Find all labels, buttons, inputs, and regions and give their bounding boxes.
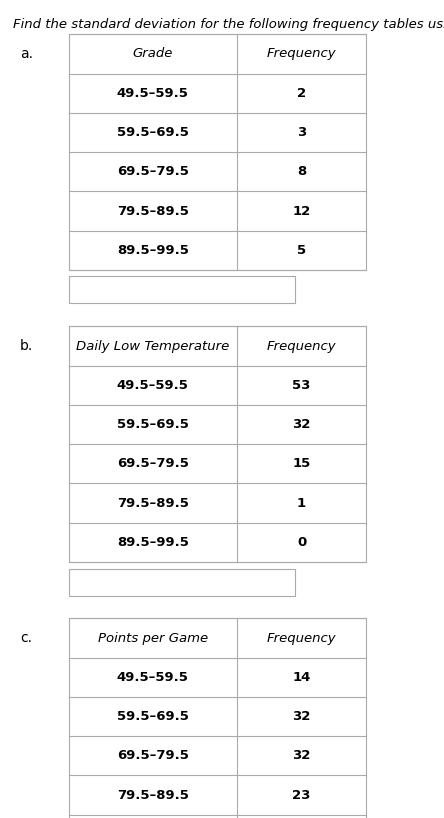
Text: 23: 23: [293, 789, 311, 802]
Text: 79.5–89.5: 79.5–89.5: [117, 204, 189, 218]
Text: 69.5–79.5: 69.5–79.5: [117, 749, 189, 762]
Text: Find the standard deviation for the following frequency tables using the formula: Find the standard deviation for the foll…: [13, 18, 444, 31]
Bar: [69, 618, 366, 818]
Text: 5: 5: [297, 244, 306, 257]
Text: 32: 32: [293, 749, 311, 762]
Text: 59.5–69.5: 59.5–69.5: [117, 710, 189, 723]
Text: Points per Game: Points per Game: [98, 631, 208, 645]
Text: 1: 1: [297, 497, 306, 510]
Bar: [69, 569, 295, 596]
Text: 15: 15: [293, 457, 311, 470]
Text: 89.5–99.5: 89.5–99.5: [117, 244, 189, 257]
Text: 32: 32: [293, 710, 311, 723]
Text: 79.5–89.5: 79.5–89.5: [117, 497, 189, 510]
Text: Frequency: Frequency: [267, 47, 337, 61]
Text: 79.5–89.5: 79.5–89.5: [117, 789, 189, 802]
Bar: [69, 326, 366, 562]
Text: 8: 8: [297, 165, 306, 178]
Bar: [69, 34, 366, 270]
Text: c.: c.: [20, 631, 32, 645]
Text: Daily Low Temperature: Daily Low Temperature: [76, 339, 230, 353]
Text: 59.5–69.5: 59.5–69.5: [117, 418, 189, 431]
Text: 49.5–59.5: 49.5–59.5: [117, 671, 189, 684]
Bar: [69, 276, 295, 303]
Text: 89.5–99.5: 89.5–99.5: [117, 536, 189, 549]
Text: Frequency: Frequency: [267, 631, 337, 645]
Text: 49.5–59.5: 49.5–59.5: [117, 379, 189, 392]
Text: 49.5–59.5: 49.5–59.5: [117, 87, 189, 100]
Text: a.: a.: [20, 47, 33, 61]
Text: 2: 2: [297, 87, 306, 100]
Text: Frequency: Frequency: [267, 339, 337, 353]
Text: b.: b.: [20, 339, 33, 353]
Text: 59.5–69.5: 59.5–69.5: [117, 126, 189, 139]
Text: 69.5–79.5: 69.5–79.5: [117, 457, 189, 470]
Text: 32: 32: [293, 418, 311, 431]
Text: Grade: Grade: [133, 47, 173, 61]
Text: 69.5–79.5: 69.5–79.5: [117, 165, 189, 178]
Text: 3: 3: [297, 126, 306, 139]
Text: 53: 53: [293, 379, 311, 392]
Text: 14: 14: [293, 671, 311, 684]
Text: 12: 12: [293, 204, 311, 218]
Text: 0: 0: [297, 536, 306, 549]
